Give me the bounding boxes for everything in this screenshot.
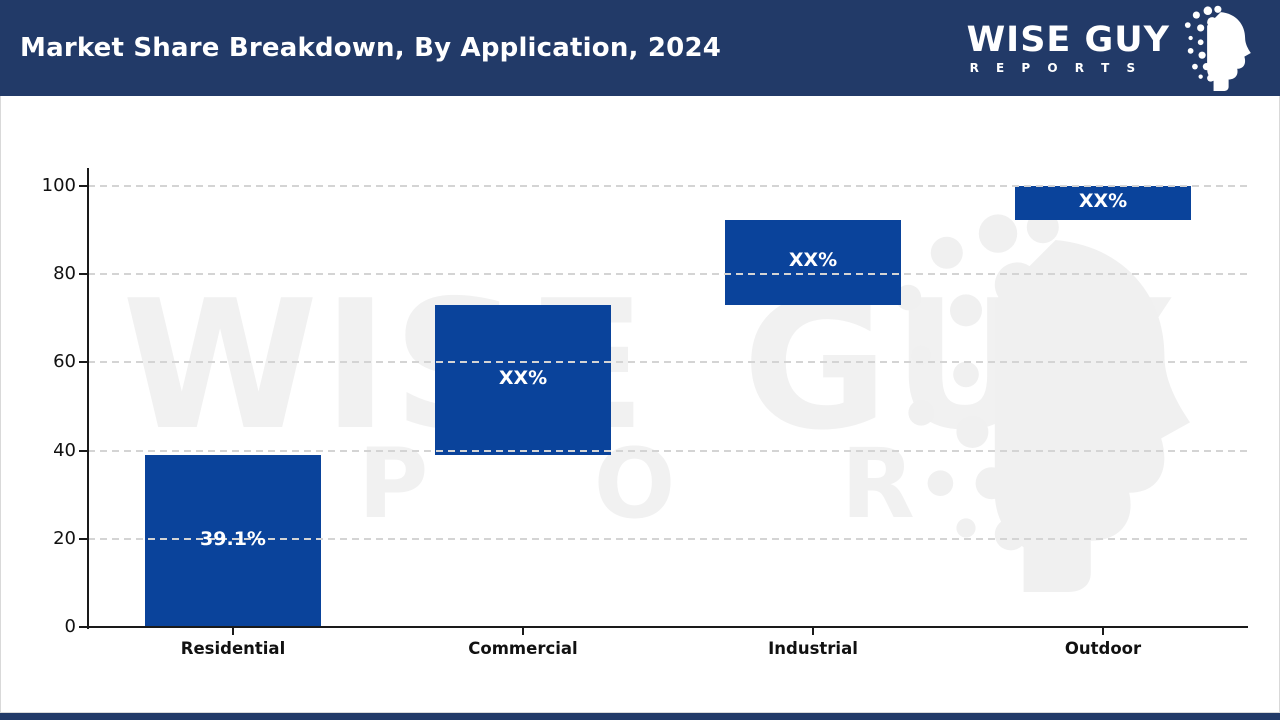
x-category-label: Industrial	[768, 639, 858, 658]
bar-residential	[145, 454, 321, 627]
y-tick-mark	[79, 185, 88, 187]
y-gridline	[88, 273, 1248, 276]
bar-value-label: XX%	[1078, 189, 1128, 212]
x-tick-mark	[522, 627, 524, 635]
logo-subtext: R E P O R T S	[969, 60, 1142, 75]
header-bar: Market Share Breakdown, By Application, …	[0, 0, 1280, 96]
x-category-label: Residential	[180, 639, 286, 658]
y-tick-mark	[79, 537, 88, 540]
bar-value-label: 39.1%	[200, 527, 266, 550]
logo-wordmark: WISE GUY R E P O R T S	[966, 19, 1170, 75]
logo-head-icon	[1184, 5, 1251, 91]
chart-title: Market Share Breakdown, By Application, …	[20, 33, 722, 63]
y-tick-label: 80	[53, 263, 76, 285]
y-tick-mark	[79, 361, 88, 364]
x-tick-mark	[232, 627, 234, 635]
x-category-label: Outdoor	[1064, 639, 1142, 658]
y-gridline	[88, 185, 1248, 187]
y-gridline	[88, 537, 1248, 540]
x-category-label: Commercial	[468, 639, 578, 658]
bar-value-label: XX%	[788, 249, 838, 272]
bar-value-label: XX%	[498, 366, 548, 389]
bar-industrial	[725, 219, 901, 306]
y-tick-label: 100	[41, 175, 76, 196]
y-tick-label: 0	[64, 616, 76, 637]
y-tick-label: 40	[53, 439, 76, 461]
x-tick-mark	[1102, 627, 1104, 635]
y-tick-label: 20	[53, 527, 76, 549]
logo-name: WISE GUY	[966, 19, 1170, 60]
y-gridline	[88, 361, 1248, 364]
y-tick-mark	[79, 449, 88, 452]
x-axis-line	[79, 626, 1248, 628]
y-tick-label: 60	[53, 351, 76, 373]
y-axis-line	[87, 168, 89, 629]
y-gridline	[88, 449, 1248, 452]
bar-commercial	[435, 305, 611, 455]
footer-bar	[0, 713, 1280, 720]
x-tick-mark	[812, 627, 814, 635]
y-tick-mark	[79, 273, 88, 276]
wiseguy-logo: WISE GUY R E P O R T S	[967, 5, 1254, 91]
